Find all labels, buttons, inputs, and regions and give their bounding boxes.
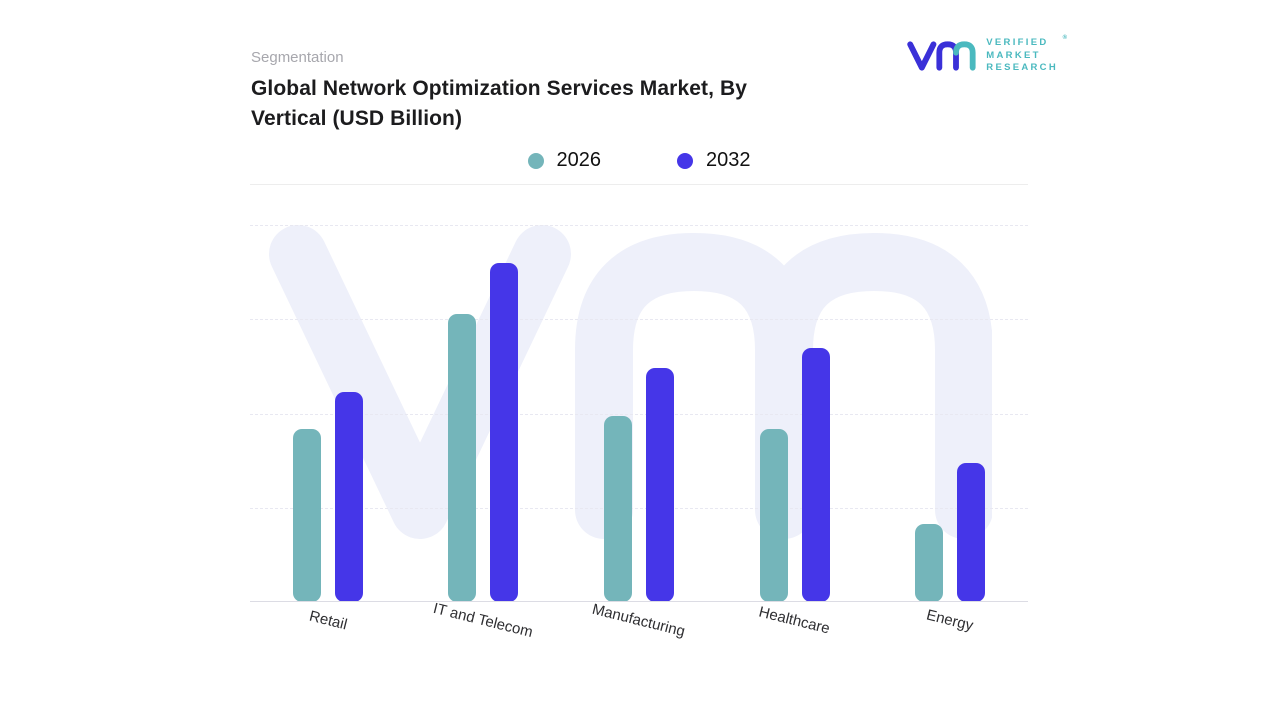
x-axis-label-it-and-telecom: IT and Telecom (431, 599, 535, 642)
x-axis-label-cell: Healthcare (717, 603, 873, 637)
bar-groups (250, 225, 1028, 602)
gridline (250, 225, 1028, 226)
bar-2032-retail (334, 392, 363, 602)
bar-2026-manufacturing (603, 416, 632, 602)
x-axis-label-manufacturing: Manufacturing (590, 600, 688, 641)
logo-line-market: MARKET (986, 49, 1041, 61)
x-axis-label-cell: Energy (872, 607, 1028, 635)
legend-divider (250, 184, 1028, 185)
legend-item-2032: 2032 (677, 149, 751, 172)
bar-group-energy (872, 225, 1028, 602)
legend-label: 2032 (706, 149, 751, 171)
bar-2032-energy (957, 463, 986, 602)
bar-group-retail (250, 225, 406, 602)
plot-area (250, 225, 1028, 602)
x-axis-label-retail: Retail (307, 607, 349, 634)
bar-group-healthcare (717, 225, 873, 602)
bar-2032-healthcare (801, 348, 830, 602)
vmr-logo: VERIFIED MARKET RESEARCH ® (906, 35, 1067, 76)
vmr-logo-icon (906, 36, 976, 76)
logo-line-verified: VERIFIED (986, 36, 1049, 48)
legend-dot-2032 (677, 152, 693, 169)
section-eyebrow: Segmentation (251, 49, 344, 66)
x-axis-labels: Retail IT and Telecom Manufacturing Healthc… (250, 600, 1028, 641)
legend-dot-2026 (527, 152, 544, 169)
x-axis-label-cell: IT and Telecom (406, 600, 562, 641)
bar-group-manufacturing (561, 225, 717, 602)
legend-label: 2026 (556, 149, 602, 171)
bar-2032-manufacturing (645, 368, 674, 602)
chart-legend: 2026 2032 (250, 149, 1028, 172)
gridline (250, 319, 1028, 321)
bar-2026-it-and-telecom (448, 314, 477, 602)
bar-2032-it-and-telecom (490, 263, 519, 602)
registered-mark: ® (1062, 34, 1067, 41)
page-title: Global Network Optimization Services Mar… (251, 77, 748, 130)
bar-2026-retail (292, 429, 321, 602)
vmr-logo-text: VERIFIED MARKET RESEARCH ® (986, 35, 1067, 75)
x-axis-label-cell: Retail (250, 608, 406, 634)
x-axis-line (250, 601, 1028, 602)
gridline (250, 507, 1028, 509)
bar-2026-energy (915, 524, 944, 602)
legend-item-2026: 2026 (527, 149, 602, 172)
logo-line-research: RESEARCH (986, 62, 1058, 74)
x-axis-label-healthcare: Healthcare (757, 603, 832, 638)
x-axis-label-energy: Energy (925, 606, 976, 635)
bar-group-it-and-telecom (406, 225, 562, 602)
bar-2026-healthcare (759, 429, 788, 602)
gridline (250, 413, 1028, 415)
x-axis-label-cell: Manufacturing (561, 601, 717, 640)
